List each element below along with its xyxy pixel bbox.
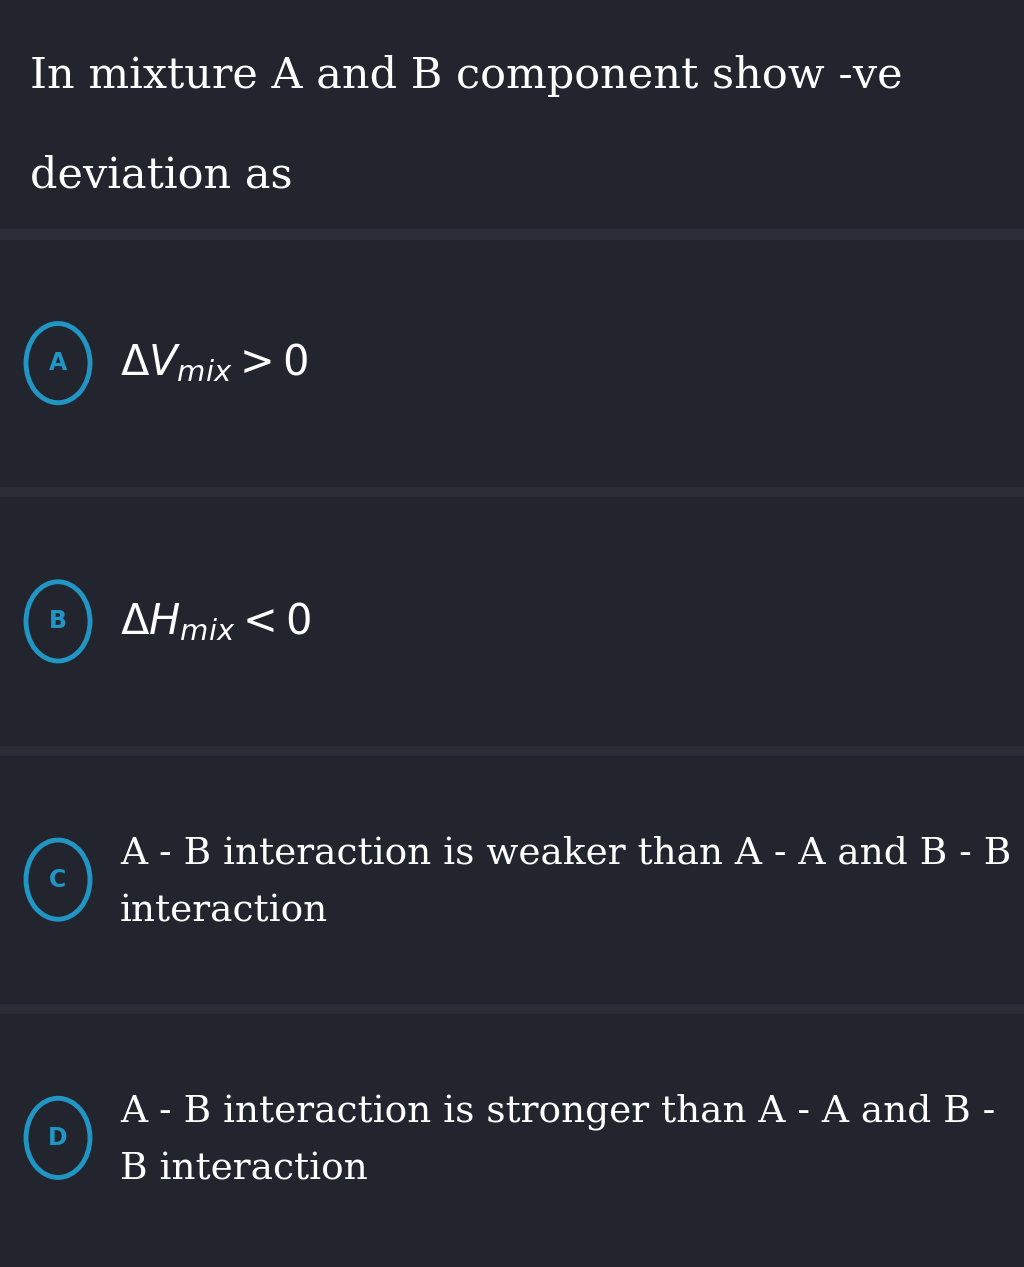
Text: A - B interaction is stronger than A - A and B -: A - B interaction is stronger than A - A… <box>120 1093 995 1130</box>
Text: interaction: interaction <box>120 893 329 930</box>
Bar <box>0 0 1024 234</box>
Text: C: C <box>49 868 67 892</box>
Bar <box>0 234 1024 493</box>
Ellipse shape <box>26 1098 90 1177</box>
Text: B interaction: B interaction <box>120 1152 368 1187</box>
Text: $\Delta V_{mix} > 0$: $\Delta V_{mix} > 0$ <box>120 342 308 385</box>
Text: B: B <box>49 609 67 634</box>
Bar <box>0 1009 1024 1267</box>
Bar <box>0 750 1024 1009</box>
Ellipse shape <box>26 840 90 920</box>
Ellipse shape <box>26 323 90 403</box>
Text: In mixture A and B component show -ve: In mixture A and B component show -ve <box>30 54 902 98</box>
Text: D: D <box>48 1126 68 1150</box>
Bar <box>0 493 1024 750</box>
Text: $\Delta H_{mix} < 0$: $\Delta H_{mix} < 0$ <box>120 601 311 642</box>
Text: deviation as: deviation as <box>30 155 293 196</box>
Text: A: A <box>49 351 68 375</box>
Text: A - B interaction is weaker than A - A and B - B: A - B interaction is weaker than A - A a… <box>120 835 1012 872</box>
Ellipse shape <box>26 582 90 661</box>
